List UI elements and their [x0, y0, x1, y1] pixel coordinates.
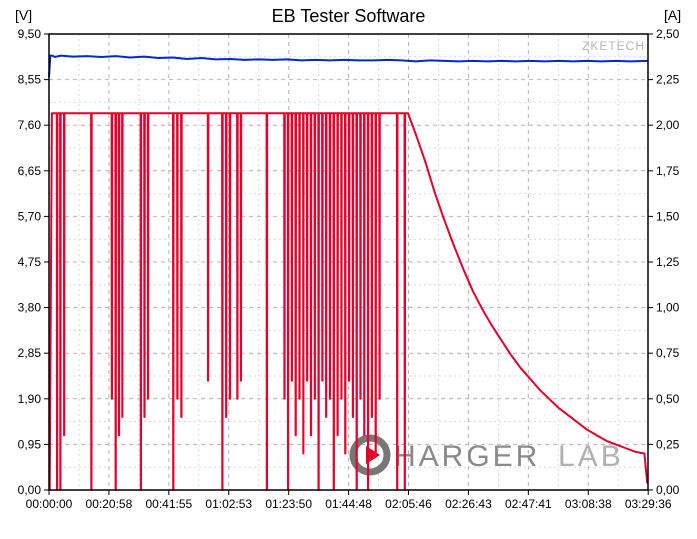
y-left-label: 2,85: [18, 346, 42, 360]
chart-svg: EB Tester Software [V] [A] 00:00:00 00:20:58…: [0, 0, 697, 539]
y-right-label: 0,50: [656, 392, 680, 406]
y-left-label: 0,95: [18, 437, 42, 451]
y-left-label: 6,65: [18, 164, 42, 178]
x-tick-label: 02:47:41: [505, 497, 552, 511]
y-left-label: 1,90: [18, 392, 42, 406]
x-tick-label: 01:44:48: [325, 497, 372, 511]
right-axis-unit: [A]: [664, 7, 681, 23]
watermark-zketech: ZKETECH: [582, 39, 645, 53]
x-tick-label: 00:20:58: [86, 497, 133, 511]
chart-title: EB Tester Software: [272, 6, 426, 26]
logo-text-left: HARGER: [394, 440, 540, 473]
x-tick-label: 00:00:00: [26, 497, 73, 511]
x-tick-label: 01:02:53: [205, 497, 252, 511]
x-tick-label: 01:23:50: [265, 497, 312, 511]
y-left-label: 5,70: [18, 209, 42, 223]
watermark-logo: HARGER LAB: [353, 438, 624, 473]
x-tick-label: 03:29:36: [625, 497, 672, 511]
y-right-label: 2,50: [656, 27, 680, 41]
y-right-label: 0,25: [656, 437, 680, 451]
y-right-label: 0,75: [656, 346, 680, 360]
y-right-label: 1,50: [656, 209, 680, 223]
y-right-label: 1,25: [656, 255, 680, 269]
y-left-label: 7,60: [18, 118, 42, 132]
y-left-label: 8,55: [18, 73, 42, 87]
x-tick-label: 02:26:43: [445, 497, 492, 511]
logo-text-right: LAB: [558, 440, 624, 473]
y-right-label: 2,25: [656, 73, 680, 87]
x-tick-label: 02:05:46: [385, 497, 432, 511]
y-right-label: 2,00: [656, 118, 680, 132]
y-left-label: 9,50: [18, 27, 42, 41]
y-right-label: 1,00: [656, 301, 680, 315]
y-left-label: 3,80: [18, 301, 42, 315]
left-axis-unit: [V]: [15, 7, 32, 23]
x-tick-label: 00:41:55: [145, 497, 192, 511]
y-right-label: 0,00: [656, 483, 680, 497]
y-left-label: 0,00: [18, 483, 42, 497]
y-left-label: 4,75: [18, 255, 42, 269]
x-tick-label: 03:08:38: [565, 497, 612, 511]
y-right-label: 1,75: [656, 164, 680, 178]
chart-container: EB Tester Software [V] [A] 00:00:00 00:20:58…: [0, 0, 697, 539]
